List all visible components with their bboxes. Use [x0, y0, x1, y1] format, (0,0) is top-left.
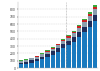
Bar [93, 7, 97, 9]
Bar [29, 59, 34, 60]
Bar [72, 42, 76, 68]
Bar [45, 54, 50, 57]
Bar [77, 25, 81, 26]
Bar [93, 5, 97, 7]
Bar [51, 47, 55, 48]
Bar [29, 58, 34, 59]
Bar [40, 57, 44, 59]
Bar [45, 57, 50, 68]
Bar [35, 57, 39, 59]
Bar [72, 32, 76, 33]
Bar [45, 50, 50, 51]
Bar [29, 63, 34, 68]
Bar [88, 16, 92, 21]
Bar [66, 45, 71, 68]
Bar [66, 38, 71, 41]
Bar [24, 59, 28, 60]
Bar [40, 59, 44, 68]
Bar [61, 40, 65, 41]
Bar [51, 55, 55, 68]
Bar [45, 51, 50, 52]
Bar [56, 48, 60, 52]
Bar [82, 20, 87, 22]
Bar [24, 64, 28, 68]
Bar [61, 48, 65, 68]
Bar [88, 12, 92, 14]
Bar [19, 60, 23, 61]
Bar [88, 27, 92, 68]
Bar [35, 61, 39, 68]
Bar [19, 61, 23, 63]
Bar [45, 52, 50, 54]
Bar [66, 35, 71, 36]
Bar [56, 45, 60, 48]
Bar [66, 41, 71, 45]
Bar [72, 33, 76, 37]
Bar [61, 44, 65, 48]
Bar [35, 56, 39, 57]
Bar [77, 32, 81, 37]
Bar [61, 39, 65, 40]
Bar [40, 54, 44, 57]
Bar [88, 14, 92, 16]
Bar [61, 41, 65, 44]
Bar [19, 64, 23, 68]
Bar [82, 32, 87, 68]
Bar [19, 63, 23, 64]
Bar [82, 22, 87, 27]
Bar [93, 9, 97, 15]
Bar [56, 44, 60, 45]
Bar [24, 60, 28, 62]
Bar [51, 49, 55, 51]
Bar [51, 51, 55, 55]
Bar [82, 27, 87, 32]
Bar [82, 19, 87, 20]
Bar [66, 36, 71, 38]
Bar [56, 52, 60, 68]
Bar [72, 37, 76, 42]
Bar [93, 21, 97, 68]
Bar [35, 59, 39, 61]
Bar [72, 31, 76, 32]
Bar [29, 60, 34, 63]
Bar [88, 21, 92, 27]
Bar [77, 37, 81, 68]
Bar [51, 48, 55, 49]
Bar [40, 53, 44, 54]
Bar [77, 28, 81, 32]
Bar [24, 62, 28, 64]
Bar [93, 15, 97, 21]
Bar [77, 26, 81, 28]
